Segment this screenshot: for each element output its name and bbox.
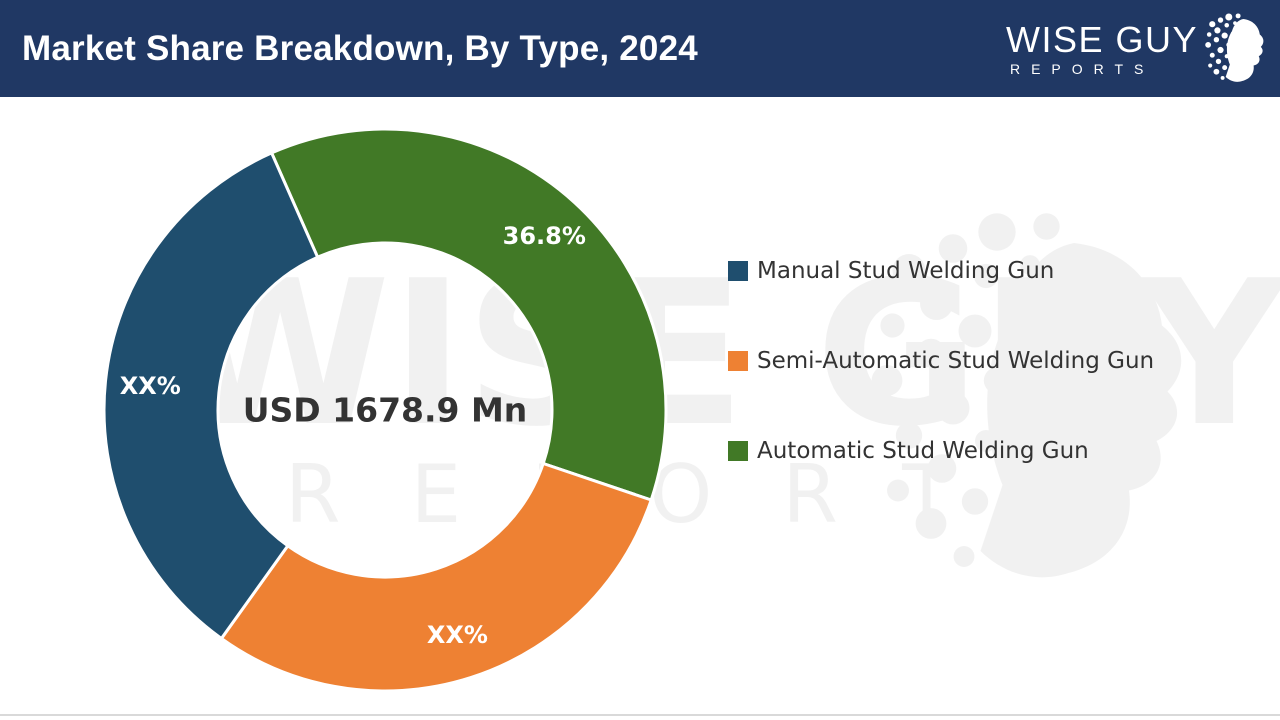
legend-label-manual: Manual Stud Welding Gun	[757, 258, 1055, 284]
legend-item-automatic: Automatic Stud Welding Gun	[728, 438, 1089, 464]
logo-secondary-text: REPORTS	[1009, 60, 1155, 77]
donut-segment-1	[219, 461, 653, 693]
page-title: Market Share Breakdown, By Type, 2024	[22, 28, 698, 68]
donut-segment-0	[270, 127, 668, 502]
donut-segment-label-1: XX%	[427, 621, 488, 649]
donut-center-value: USD 1678.9 Mn	[242, 390, 528, 430]
header: Market Share Breakdown, By Type, 2024 WI…	[0, 0, 1280, 97]
legend-item-semi-automatic: Semi-Automatic Stud Welding Gun	[728, 348, 1154, 374]
donut-segment-label-0: 36.8%	[503, 222, 586, 250]
logo-face-icon	[1205, 13, 1264, 82]
logo-text: WISE GUY REPORTS	[1005, 18, 1198, 77]
legend-swatch-automatic	[728, 441, 748, 461]
donut-segment-2	[102, 151, 320, 640]
legend-item-manual: Manual Stud Welding Gun	[728, 258, 1054, 284]
legend-swatch-manual	[728, 261, 748, 281]
legend-label-semi-automatic: Semi-Automatic Stud Welding Gun	[757, 348, 1155, 374]
bottom-border	[0, 714, 1280, 716]
donut-segment-label-2: XX%	[120, 372, 181, 400]
legend-label-automatic: Automatic Stud Welding Gun	[757, 438, 1089, 464]
logo-primary-text: WISE GUY	[1005, 18, 1198, 60]
legend-swatch-semi-automatic	[728, 351, 748, 371]
wise-guy-logo: WISE GUY REPORTS	[1006, 8, 1266, 90]
